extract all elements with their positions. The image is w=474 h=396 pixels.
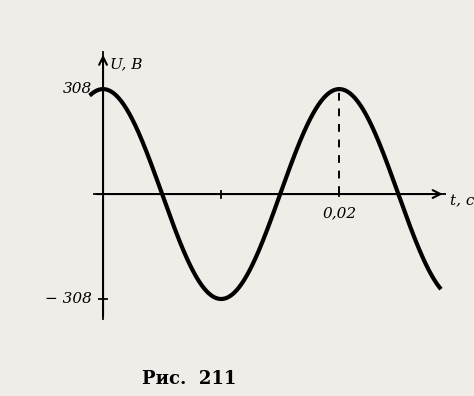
Text: Рис.  211: Рис. 211 xyxy=(142,370,237,388)
Text: − 308: − 308 xyxy=(46,292,92,306)
Text: 0,02: 0,02 xyxy=(322,206,356,220)
Text: t, c: t, c xyxy=(450,194,474,208)
Text: 308: 308 xyxy=(63,82,92,96)
Text: U, В: U, В xyxy=(109,58,142,72)
